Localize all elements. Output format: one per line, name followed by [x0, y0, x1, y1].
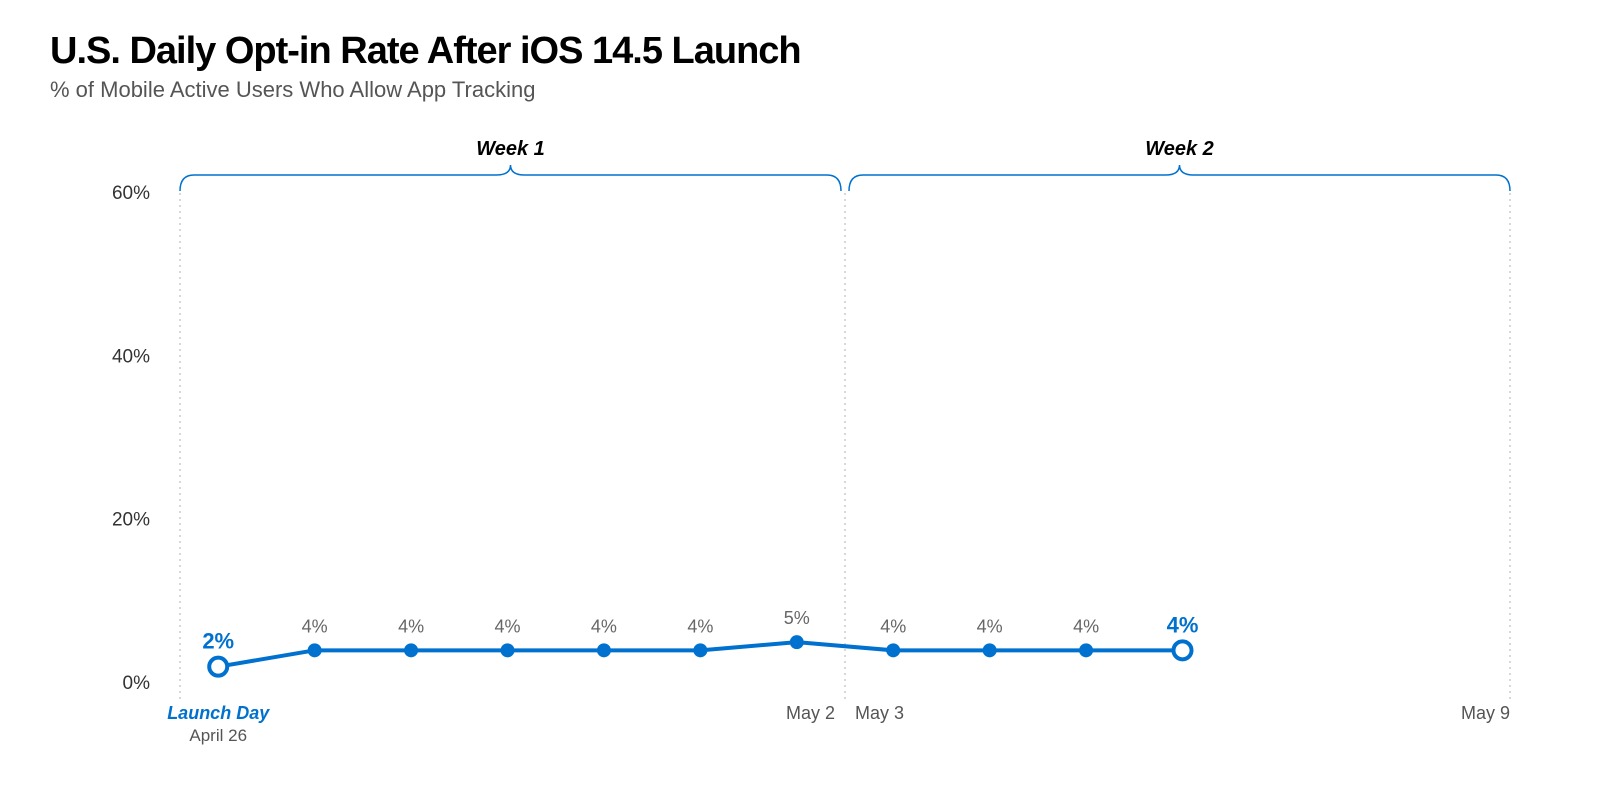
- point-value-label: 4%: [880, 616, 906, 636]
- week-brace: [180, 165, 841, 191]
- data-point-endpoint: [1174, 641, 1192, 659]
- opt-in-line-chart: 0% 20% 40% 60% Week 1 Week 2 2% 4% 4% 4% 4% 4% 5% 4% 4…: [50, 123, 1550, 763]
- point-value-label: 4%: [398, 616, 424, 636]
- y-tick-label: 0%: [123, 673, 151, 694]
- x-label-may3: May 3: [855, 703, 904, 723]
- week-brace: [849, 165, 1510, 191]
- point-value-label: 4%: [591, 616, 617, 636]
- data-point: [790, 635, 804, 649]
- week-label: Week 2: [1145, 138, 1214, 160]
- data-point: [501, 643, 515, 657]
- x-label-launch-date: April 26: [189, 726, 247, 745]
- data-point: [308, 643, 322, 657]
- point-value-label: 5%: [784, 608, 810, 628]
- point-value-label: 4%: [302, 616, 328, 636]
- data-point: [404, 643, 418, 657]
- y-tick-label: 40%: [112, 346, 150, 367]
- data-point: [983, 643, 997, 657]
- chart-subtitle: % of Mobile Active Users Who Allow App T…: [50, 77, 1550, 103]
- data-point-endpoint: [209, 658, 227, 676]
- data-point: [886, 643, 900, 657]
- point-value-label: 4%: [1073, 616, 1099, 636]
- chart-title: U.S. Daily Opt-in Rate After iOS 14.5 La…: [50, 30, 1550, 73]
- data-point: [597, 643, 611, 657]
- point-value-label: 4%: [687, 616, 713, 636]
- y-tick-label: 60%: [112, 183, 150, 204]
- point-value-label: 4%: [494, 616, 520, 636]
- y-tick-label: 20%: [112, 510, 150, 531]
- x-label-may2: May 2: [786, 703, 835, 723]
- data-point: [693, 643, 707, 657]
- point-value-label: 4%: [1167, 612, 1199, 637]
- point-value-label: 4%: [977, 616, 1003, 636]
- x-label-launch-day: Launch Day: [167, 703, 270, 723]
- data-point: [1079, 643, 1093, 657]
- week-label: Week 1: [476, 138, 545, 160]
- x-label-may9: May 9: [1461, 703, 1510, 723]
- point-value-label: 2%: [202, 629, 234, 654]
